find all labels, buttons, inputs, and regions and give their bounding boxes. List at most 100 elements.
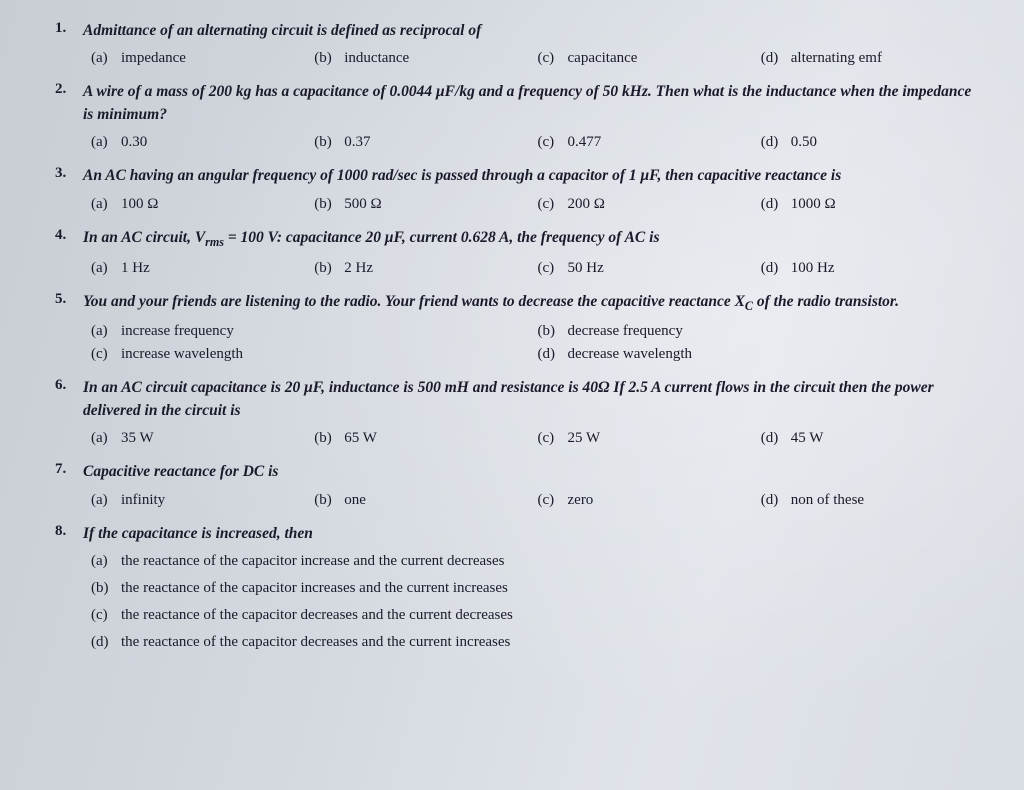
options-container: (a) 0.30 (b)0.37 (c)0.477 (d)0.50 [83,134,984,151]
option-label: (b) [91,580,113,597]
option-d: (d) decrease wavelength [538,346,985,363]
question-number: 6. [55,377,66,394]
options-container: (a) 100 Ω (b) 500 Ω (c) 200 Ω (d) 1000 Ω [83,196,984,213]
option-b: (b)0.37 [314,134,537,151]
option-b: (b) 500 Ω [314,196,537,213]
option-a: (a) 100 Ω [91,196,314,213]
question-text: A wire of a mass of 200 kg has a capacit… [83,81,984,126]
option-d: (d) 100 Hz [761,260,984,277]
question-number: 8. [55,523,66,540]
question-number: 7. [55,461,66,478]
option-text: one [344,492,366,509]
options-container: (a)35 W (b)65 W (c)25 W (d)45 W [83,430,984,447]
option-a: (a) 35 W [91,430,314,447]
question-text: In an AC circuit, Vrms = 100 V: capacita… [83,227,984,252]
option-label: (d) [538,346,560,363]
option-b: (b) the reactance of the capacitor increa… [91,580,984,597]
option-text: increase frequency [121,323,234,340]
option-text: capacitance [568,50,638,67]
question-6: 6. In an AC circuit capacitance is 20 μF… [55,377,984,447]
option-c: (c) zero [538,492,761,509]
option-text: increase wavelength [121,346,243,363]
option-d: (d)0.50 [761,134,984,151]
option-label: (b) [314,430,336,447]
option-label: (a) [91,492,113,509]
option-text: 100 Ω [121,196,158,213]
text-part: You and your friends are listening to th… [83,293,745,310]
option-c: (c)0.477 [538,134,761,151]
option-text: infinity [121,492,165,509]
question-number: 3. [55,165,66,182]
option-label: (a) [91,50,113,67]
option-label: (c) [538,50,560,67]
question-number: 1. [55,20,66,37]
option-label: (d) [761,50,783,67]
option-text: 25 W [568,430,601,447]
option-label: (a) [91,134,113,151]
option-label: (d) [761,430,783,447]
option-text: 1000 Ω [791,196,836,213]
option-label: (b) [314,196,336,213]
question-number: 5. [55,291,66,308]
option-label: (d) [761,134,783,151]
option-text: the reactance of the capacitor decreases… [121,634,510,651]
option-text: zero [568,492,594,509]
option-b: (b)decrease frequency [538,323,985,340]
option-label: (a) [91,430,113,447]
option-text: decrease wavelength [568,346,693,363]
option-label: (d) [91,634,113,651]
option-label: (b) [314,260,336,277]
option-label: (a) [91,553,113,570]
option-text: 35 W [121,430,154,447]
option-a: (a) 0.30 [91,134,314,151]
option-b: (b)2 Hz [314,260,537,277]
text-part: = 100 V: capacitance 20 μF, current 0.62… [224,229,660,246]
option-label: (d) [761,260,783,277]
option-text: 500 Ω [344,196,381,213]
option-text: alternating emf [791,50,882,67]
option-d: (d) the reactance of the capacitor decrea… [91,634,984,651]
subscript: rms [205,235,224,249]
option-label: (a) [91,196,113,213]
option-text: 0.30 [121,134,147,151]
option-b: (b)inductance [314,50,537,67]
option-text: decrease frequency [568,323,683,340]
option-d: (d) non of these [761,492,984,509]
option-label: (c) [91,607,113,624]
option-text: 200 Ω [568,196,605,213]
option-a: (a)impedance [91,50,314,67]
question-text: Admittance of an alternating circuit is … [83,20,984,42]
option-text: non of these [791,492,864,509]
option-c: (c) the reactance of the capacitor decrea… [91,607,984,624]
option-label: (c) [538,260,560,277]
option-label: (c) [538,196,560,213]
question-text: An AC having an angular frequency of 100… [83,165,984,187]
option-d: (d) alternating emf [761,50,984,67]
option-label: (c) [91,346,113,363]
option-text: the reactance of the capacitor increases… [121,580,508,597]
question-1: 1. Admittance of an alternating circuit … [55,20,984,67]
option-c: (c) capacitance [538,50,761,67]
option-a: (a) increase frequency [91,323,538,340]
options-container: (a)1 Hz (b)2 Hz (c) 50 Hz (d) 100 Hz [83,260,984,277]
text-part: In an AC circuit, V [83,229,205,246]
option-label: (a) [91,323,113,340]
option-label: (d) [761,196,783,213]
option-text: the reactance of the capacitor increase … [121,553,505,570]
question-3: 3. An AC having an angular frequency of … [55,165,984,212]
option-c: (c) 50 Hz [538,260,761,277]
option-label: (a) [91,260,113,277]
option-text: 100 Hz [791,260,835,277]
option-text: 45 W [791,430,824,447]
option-text: 0.37 [344,134,370,151]
option-text: 50 Hz [568,260,604,277]
option-label: (d) [761,492,783,509]
option-text: the reactance of the capacitor decreases… [121,607,513,624]
subscript: C [745,299,753,313]
option-label: (c) [538,492,560,509]
options-container: (a)impedance (b)inductance (c) capacitanc… [83,50,984,67]
option-a: (a) infinity [91,492,314,509]
option-text: 0.477 [568,134,602,151]
question-8: 8. If the capacitance is increased, then… [55,523,984,655]
option-a: (a)1 Hz [91,260,314,277]
